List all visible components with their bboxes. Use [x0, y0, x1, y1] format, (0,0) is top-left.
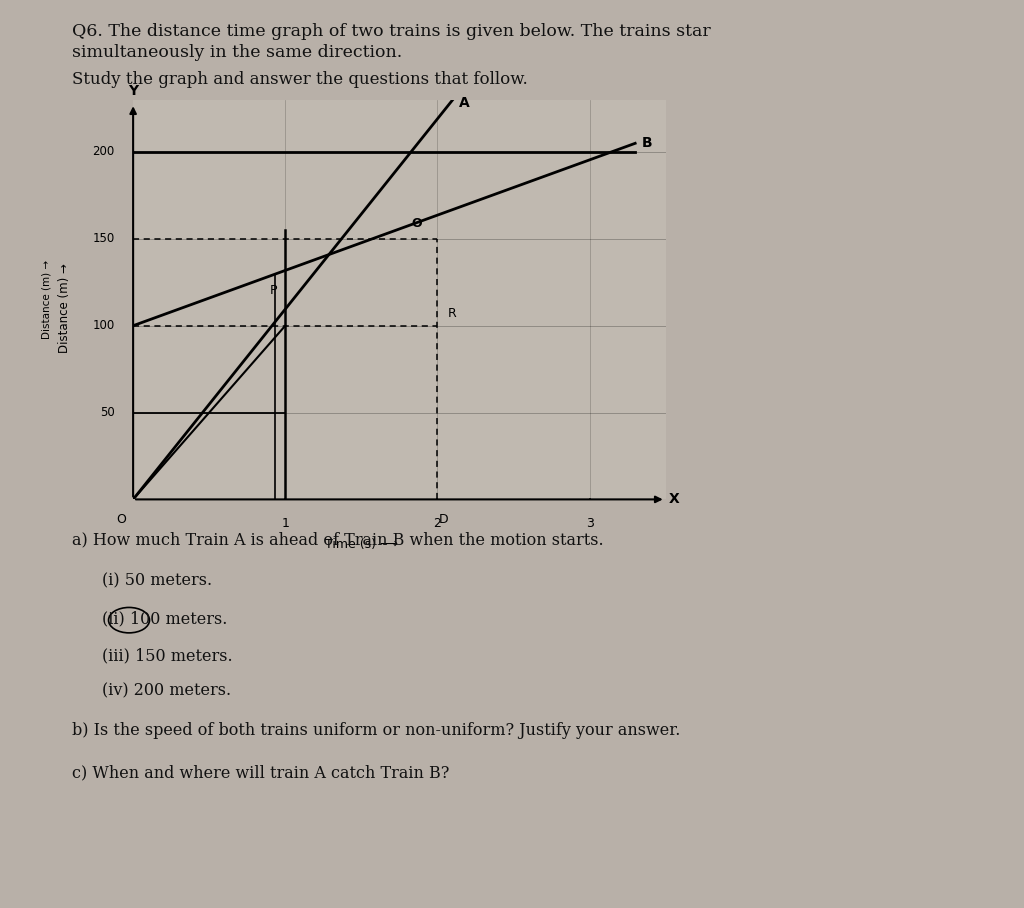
Text: Time (s) ⟶: Time (s) ⟶: [325, 538, 397, 550]
Text: 50: 50: [100, 406, 115, 419]
Text: (ii) 100 meters.: (ii) 100 meters.: [102, 610, 227, 627]
Text: 150: 150: [92, 232, 115, 245]
Text: O: O: [116, 513, 126, 527]
Text: 2: 2: [433, 517, 441, 529]
Text: (iii) 150 meters.: (iii) 150 meters.: [102, 647, 233, 665]
Text: 100: 100: [92, 320, 115, 332]
Text: P: P: [270, 284, 278, 298]
Text: Q6. The distance time graph of two trains is given below. The trains star: Q6. The distance time graph of two train…: [72, 23, 711, 40]
Text: (iv) 200 meters.: (iv) 200 meters.: [102, 683, 231, 700]
Text: a) How much Train A is ahead of Train B when the motion starts.: a) How much Train A is ahead of Train B …: [72, 531, 603, 548]
Text: (i) 50 meters.: (i) 50 meters.: [102, 572, 213, 589]
Text: c) When and where will train A catch Train B?: c) When and where will train A catch Tra…: [72, 765, 450, 782]
Text: 3: 3: [586, 517, 594, 529]
Text: 200: 200: [92, 145, 115, 159]
Text: Study the graph and answer the questions that follow.: Study the graph and answer the questions…: [72, 71, 527, 88]
Text: D: D: [438, 513, 449, 527]
Text: B: B: [641, 136, 652, 151]
Text: O: O: [412, 217, 422, 230]
Text: 1: 1: [282, 517, 289, 529]
Text: Distance (m) →: Distance (m) →: [41, 260, 51, 340]
Text: simultaneously in the same direction.: simultaneously in the same direction.: [72, 44, 402, 61]
Text: A: A: [459, 96, 469, 111]
Text: R: R: [449, 308, 457, 321]
Text: b) Is the speed of both trains uniform or non-uniform? Justify your answer.: b) Is the speed of both trains uniform o…: [72, 722, 680, 739]
Text: X: X: [669, 492, 679, 507]
Text: Y: Y: [128, 84, 138, 98]
Text: Distance (m) →: Distance (m) →: [58, 263, 71, 353]
